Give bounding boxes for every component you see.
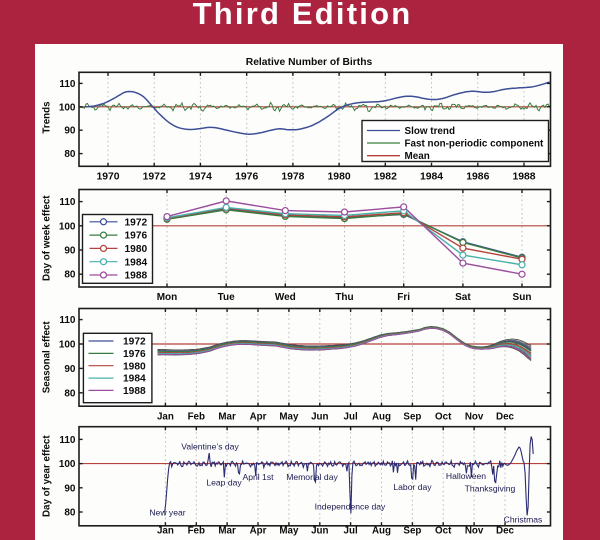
svg-text:Jun: Jun — [311, 526, 328, 537]
svg-text:Seasonal effect: Seasonal effect — [42, 321, 53, 394]
svg-text:100: 100 — [59, 221, 76, 232]
svg-text:Tue: Tue — [218, 292, 235, 303]
svg-text:Nov: Nov — [465, 526, 484, 537]
svg-text:Christmas: Christmas — [504, 515, 543, 525]
svg-text:Dec: Dec — [496, 412, 515, 423]
svg-text:Mon: Mon — [157, 292, 178, 303]
svg-text:100: 100 — [59, 459, 76, 470]
svg-text:Leap day: Leap day — [206, 478, 242, 488]
svg-text:1984: 1984 — [420, 172, 443, 183]
svg-text:Nov: Nov — [465, 412, 484, 423]
svg-text:Fast non-periodic component: Fast non-periodic component — [405, 138, 545, 149]
svg-text:90: 90 — [64, 246, 76, 257]
svg-text:1970: 1970 — [96, 172, 119, 183]
svg-text:Sep: Sep — [403, 412, 421, 423]
svg-text:Apr: Apr — [250, 412, 267, 423]
svg-text:Jul: Jul — [344, 526, 358, 537]
svg-text:1980: 1980 — [123, 361, 146, 372]
svg-text:80: 80 — [64, 388, 76, 399]
svg-text:1980: 1980 — [328, 172, 351, 183]
svg-text:Aug: Aug — [372, 412, 391, 423]
svg-text:Sun: Sun — [513, 292, 532, 303]
svg-text:1976: 1976 — [235, 172, 258, 183]
svg-text:Oct: Oct — [435, 526, 452, 537]
svg-text:Jan: Jan — [157, 412, 174, 423]
svg-text:Apr: Apr — [250, 526, 267, 537]
svg-text:Mar: Mar — [218, 526, 236, 537]
svg-text:1972: 1972 — [143, 172, 166, 183]
svg-text:Memorial day: Memorial day — [286, 472, 338, 482]
svg-text:Dec: Dec — [496, 526, 515, 537]
svg-text:1974: 1974 — [189, 172, 212, 183]
svg-text:1988: 1988 — [125, 271, 148, 282]
svg-text:100: 100 — [59, 340, 76, 351]
svg-text:Mean: Mean — [405, 151, 430, 162]
svg-text:Aug: Aug — [372, 526, 391, 537]
svg-text:Day of week effect: Day of week effect — [42, 195, 53, 281]
svg-text:Feb: Feb — [188, 526, 205, 537]
svg-text:90: 90 — [64, 483, 76, 494]
svg-text:April 1st: April 1st — [242, 472, 274, 482]
svg-text:Thanksgiving: Thanksgiving — [465, 484, 516, 494]
svg-text:1982: 1982 — [374, 172, 397, 183]
svg-text:80: 80 — [64, 149, 76, 160]
svg-text:Labor day: Labor day — [393, 482, 432, 492]
svg-text:May: May — [279, 526, 299, 537]
svg-text:1988: 1988 — [123, 386, 146, 397]
svg-text:Jul: Jul — [344, 412, 358, 423]
svg-text:110: 110 — [59, 315, 76, 326]
svg-text:1976: 1976 — [123, 349, 146, 360]
svg-text:Sat: Sat — [455, 292, 471, 303]
svg-text:Thu: Thu — [335, 292, 353, 303]
svg-text:1988: 1988 — [512, 172, 535, 183]
svg-text:110: 110 — [59, 79, 76, 90]
svg-text:Feb: Feb — [188, 412, 205, 423]
svg-text:90: 90 — [64, 126, 76, 137]
svg-text:1986: 1986 — [466, 172, 489, 183]
svg-text:Day of year effect: Day of year effect — [42, 435, 53, 517]
svg-text:Wed: Wed — [275, 292, 296, 303]
svg-text:Jun: Jun — [311, 412, 328, 423]
svg-text:Relative Number of Births: Relative Number of Births — [246, 57, 373, 68]
svg-text:1984: 1984 — [125, 257, 148, 268]
svg-text:May: May — [279, 412, 299, 423]
svg-text:New year: New year — [149, 508, 185, 518]
svg-text:1976: 1976 — [125, 231, 148, 242]
svg-text:Valentine’s day: Valentine’s day — [181, 442, 239, 452]
svg-text:80: 80 — [64, 508, 76, 519]
svg-text:80: 80 — [64, 270, 76, 281]
svg-text:100: 100 — [59, 102, 76, 113]
svg-text:110: 110 — [59, 435, 76, 446]
svg-text:Halloween: Halloween — [446, 471, 486, 481]
svg-text:1978: 1978 — [281, 172, 304, 183]
svg-text:1972: 1972 — [125, 217, 148, 228]
svg-text:Slow trend: Slow trend — [405, 126, 455, 137]
svg-text:Independence day: Independence day — [315, 502, 386, 512]
svg-text:110: 110 — [59, 197, 76, 208]
svg-text:Mar: Mar — [218, 412, 236, 423]
svg-text:1980: 1980 — [125, 244, 148, 255]
svg-text:90: 90 — [64, 364, 76, 375]
svg-text:1984: 1984 — [123, 374, 146, 385]
svg-text:Oct: Oct — [435, 412, 452, 423]
svg-text:1972: 1972 — [123, 337, 146, 348]
svg-text:Fri: Fri — [397, 292, 410, 303]
svg-text:Trends: Trends — [42, 101, 53, 134]
svg-text:Sep: Sep — [403, 526, 421, 537]
svg-text:Jan: Jan — [157, 526, 174, 537]
